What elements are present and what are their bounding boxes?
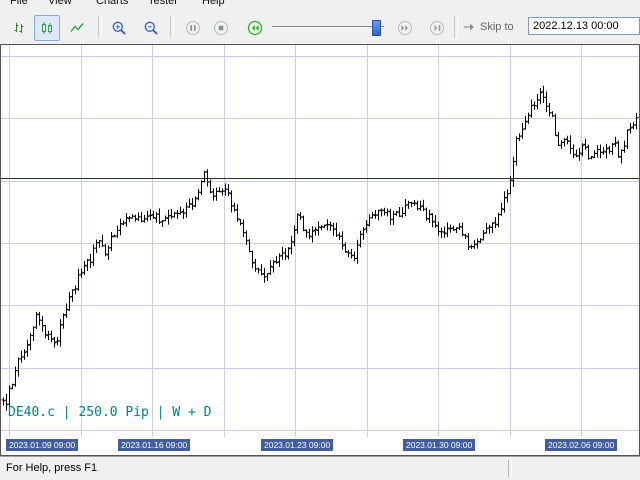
chart-window[interactable]: DE40.c | 250.0 Pip | W + D 2023.01.09 09… [0, 44, 640, 456]
menu-item-view[interactable]: View [48, 0, 72, 7]
zoom-in-icon [112, 21, 126, 35]
rewind-button[interactable] [242, 15, 268, 41]
fast-forward-icon [398, 21, 412, 35]
menu-item-charts[interactable]: Charts [96, 0, 129, 7]
pause-icon [186, 21, 200, 35]
menu-item-file[interactable]: File [10, 0, 28, 7]
chart-symbol-label: DE40.c | 250.0 Pip | W + D [8, 405, 212, 420]
statusbar-pane-divider [508, 460, 512, 477]
time-axis: 2023.01.09 09:00 2023.01.16 09:00 2023.0… [1, 437, 639, 455]
toolbar-separator [98, 16, 102, 38]
candlestick-chart-icon [42, 22, 52, 34]
zoom-out-icon [144, 21, 158, 35]
time-axis-label: 2023.01.30 09:00 [403, 439, 476, 451]
line-chart-button[interactable] [64, 15, 90, 41]
candlestick-chart-button[interactable] [34, 15, 60, 41]
menu-item-help[interactable]: Help [202, 0, 225, 7]
zoom-out-button[interactable] [138, 15, 164, 41]
bar-chart-icon [14, 23, 24, 33]
zoom-in-button[interactable] [106, 15, 132, 41]
rewind-icon [247, 20, 263, 36]
price-chart[interactable] [1, 45, 639, 437]
line-chart-icon [70, 23, 84, 32]
skip-to-end-button[interactable] [424, 15, 450, 41]
bar-chart-button[interactable] [6, 15, 32, 41]
skip-to-label: Skip to [480, 21, 514, 33]
time-axis-label: 2023.01.16 09:00 [118, 439, 191, 451]
slider-track [272, 26, 384, 28]
menu-item-tester[interactable]: Tester [148, 0, 178, 7]
skip-to-icon [464, 23, 474, 31]
time-axis-label: 2023.01.23 09:00 [261, 439, 334, 451]
skip-to-end-icon [430, 21, 444, 35]
pause-button[interactable] [180, 15, 206, 41]
toolbar-separator [170, 16, 174, 38]
speed-slider[interactable] [272, 17, 384, 37]
stop-button[interactable] [208, 15, 234, 41]
time-axis-label: 2023.01.09 09:00 [6, 439, 79, 451]
toolbar-separator [454, 16, 458, 38]
stop-icon [214, 21, 228, 35]
fast-forward-button[interactable] [392, 15, 418, 41]
menu-bar: File View Charts Tester Help [0, 0, 640, 10]
toolbar: Skip to [0, 10, 640, 44]
status-text: For Help, press F1 [6, 462, 98, 474]
status-bar: For Help, press F1 [0, 456, 640, 480]
skip-to-datetime-input[interactable] [528, 17, 640, 35]
time-axis-label: 2023.02.06 09:00 [545, 439, 618, 451]
slider-thumb[interactable] [372, 20, 381, 36]
